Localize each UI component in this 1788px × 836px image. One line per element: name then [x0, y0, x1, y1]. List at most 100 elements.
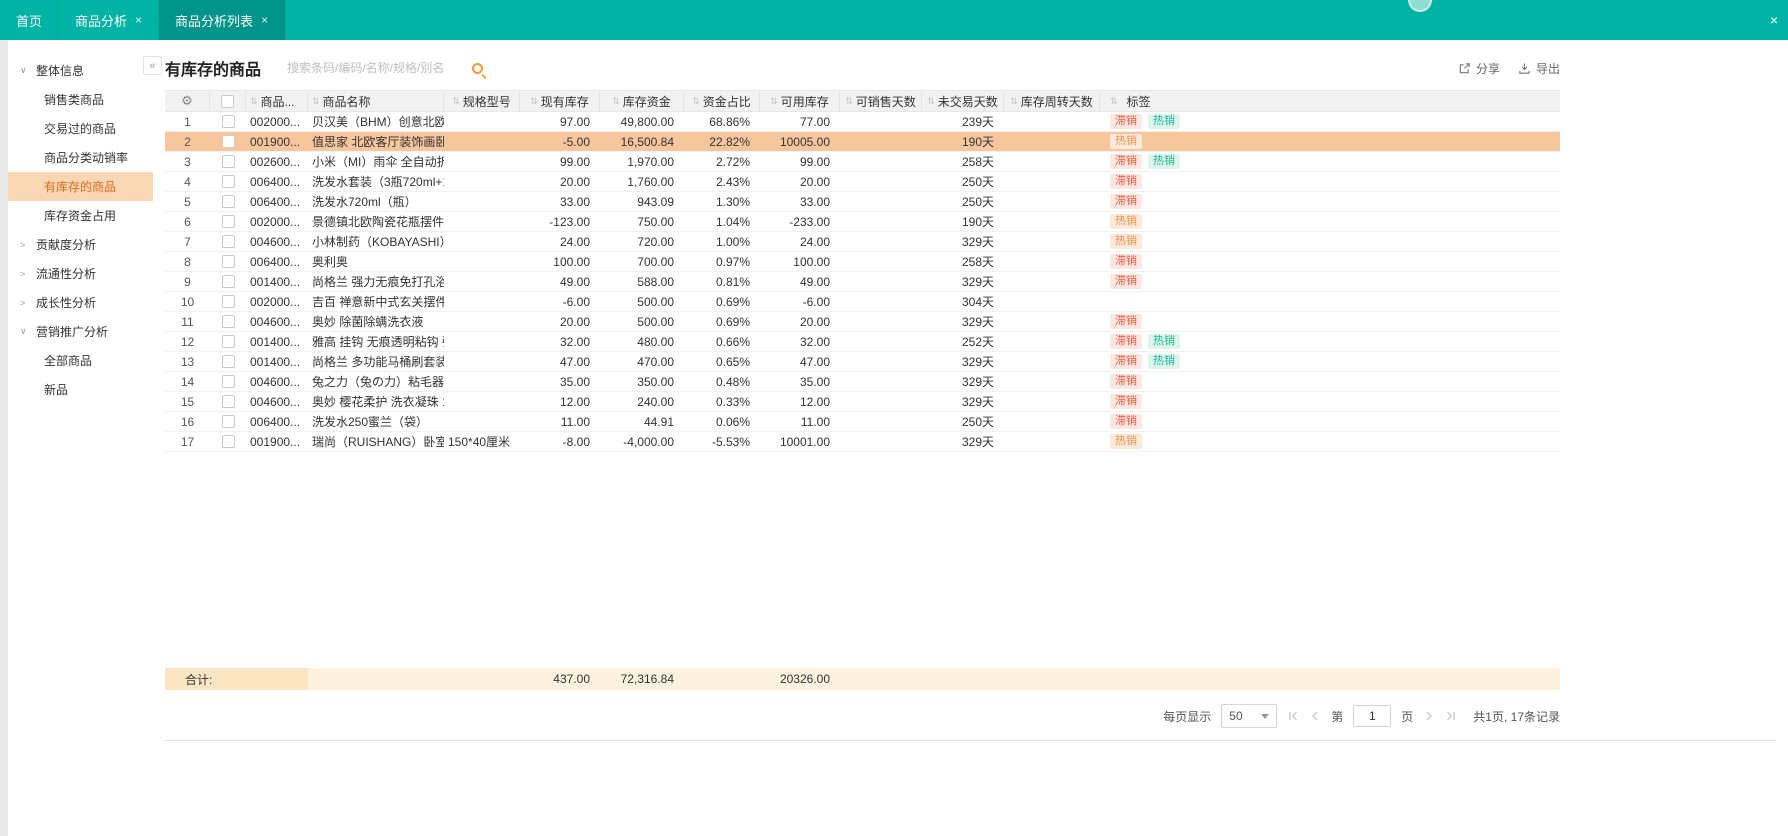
table-row[interactable]: 2 001900... 值思家 北欧客厅装饰画卧室 -5.00 16,500.8… — [165, 132, 1560, 152]
tab-close-icon[interactable]: × — [261, 13, 269, 27]
product-spec — [444, 312, 520, 331]
sidebar-item-交易过的商品[interactable]: 交易过的商品 — [44, 122, 117, 136]
table-row[interactable]: 3 002600... 小米（MI）雨伞 全自动折叠 99.00 1,970.0… — [165, 152, 1560, 172]
col-header-code[interactable]: ⇅ 商品... — [246, 91, 308, 111]
sort-icon[interactable]: ⇅ — [1010, 95, 1018, 106]
table-row[interactable]: 5 006400... 洗发水720ml（瓶） 33.00 943.09 1.3… — [165, 192, 1560, 212]
table-row[interactable]: 4 006400... 洗发水套装（3瓶720ml+1瓶 20.00 1,760… — [165, 172, 1560, 192]
first-page-button[interactable] — [1287, 710, 1299, 722]
row-checkbox[interactable] — [221, 135, 235, 148]
sort-icon[interactable]: ⇅ — [312, 95, 320, 106]
tab-close-icon[interactable]: × — [135, 13, 143, 27]
sidebar-item-商品分类动销率[interactable]: 商品分类动销率 — [44, 151, 129, 165]
prev-page-button[interactable] — [1309, 710, 1321, 722]
table-row[interactable]: 16 006400... 洗发水250蜜兰（袋） 11.00 44.91 0.0… — [165, 412, 1560, 432]
sidebar-item-库存资金占用[interactable]: 库存资金占用 — [44, 209, 117, 223]
topbar-close-icon[interactable]: × — [1769, 12, 1778, 28]
fund-ratio: 0.69% — [715, 294, 750, 309]
col-header-available[interactable]: ⇅ 可用库存 — [760, 91, 840, 111]
row-checkbox[interactable] — [221, 375, 235, 388]
sidebar: « ∨ 整体信息销售类商品交易过的商品 商品分类动销率有库存的商品库存资金占用 > 贡献… — [8, 40, 162, 836]
search-icon[interactable] — [472, 62, 484, 74]
row-checkbox[interactable] — [221, 215, 235, 228]
row-checkbox[interactable] — [221, 275, 235, 288]
table-row[interactable]: 14 004600... 兔之力（兔の力）粘毛器粘 35.00 350.00 0… — [165, 372, 1560, 392]
sort-icon[interactable]: ⇅ — [692, 95, 700, 106]
product-name: 瑞尚（RUISHANG）卧室装 — [312, 435, 444, 449]
sidebar-group-贡献度分析[interactable]: > 贡献度分析 — [8, 230, 153, 259]
stock-fund: 588.00 — [637, 274, 674, 289]
sidebar-item-新品[interactable]: 新品 — [44, 383, 69, 397]
table-row[interactable]: 17 001900... 瑞尚（RUISHANG）卧室装 150*40厘米 -8… — [165, 432, 1560, 452]
row-checkbox[interactable] — [221, 315, 235, 328]
col-header-tags[interactable]: ⇅ 标签 — [1100, 91, 1560, 111]
table-row[interactable]: 1 002000... 贝汉美（BHM）创意北欧陶瓷 97.00 49,800.… — [165, 112, 1560, 132]
table-row[interactable]: 7 004600... 小林制药（KOBAYASHI）日 24.00 720.0… — [165, 232, 1560, 252]
available-stock: -233.00 — [789, 214, 830, 229]
table-row[interactable]: 15 004600... 奥妙 樱花柔护 洗衣凝珠 10 12.00 240.0… — [165, 392, 1560, 412]
no-trade-days: 258天 — [961, 155, 994, 169]
row-checkbox[interactable] — [221, 435, 235, 448]
row-checkbox[interactable] — [221, 355, 235, 368]
sidebar-item-销售类商品[interactable]: 销售类商品 — [44, 93, 105, 107]
row-checkbox[interactable] — [221, 175, 235, 188]
export-button[interactable]: 导出 — [1518, 60, 1560, 77]
col-header-no-trade-days[interactable]: ⇅ 未交易天数 — [922, 91, 1004, 111]
row-checkbox[interactable] — [221, 415, 235, 428]
row-checkbox[interactable] — [221, 115, 235, 128]
tab-商品分析[interactable]: 商品分析 × — [59, 0, 160, 40]
col-header-spec[interactable]: ⇅ 规格型号 — [444, 91, 520, 111]
turnover-days — [1004, 132, 1100, 151]
sidebar-group-流通性分析[interactable]: > 流通性分析 — [8, 259, 153, 288]
sort-icon[interactable]: ⇅ — [612, 95, 620, 106]
tab-首页[interactable]: 首页 — [0, 0, 60, 40]
column-settings-gear-icon[interactable]: ⚙ — [181, 93, 193, 108]
table-row[interactable]: 8 006400... 奥利奥 100.00 700.00 0.97% 100.… — [165, 252, 1560, 272]
sort-icon[interactable]: ⇅ — [250, 95, 258, 106]
col-header-ratio[interactable]: ⇅ 资金占比 — [684, 91, 760, 111]
row-checkbox[interactable] — [221, 295, 235, 308]
table-row[interactable]: 10 002000... 吉百 禅意新中式玄关摆件家 -6.00 500.00 … — [165, 292, 1560, 312]
row-checkbox[interactable] — [221, 195, 235, 208]
row-checkbox[interactable] — [221, 335, 235, 348]
page-number-input[interactable] — [1353, 705, 1392, 727]
sidebar-group-整体信息[interactable]: ∨ 整体信息 — [8, 56, 153, 85]
row-checkbox[interactable] — [221, 155, 235, 168]
table-row[interactable]: 9 001400... 尚格兰 强力无痕免打孔浴室 49.00 588.00 0… — [165, 272, 1560, 292]
table-row[interactable]: 12 001400... 雅高 挂钩 无痕透明粘钩 强 32.00 480.00… — [165, 332, 1560, 352]
row-checkbox[interactable] — [221, 255, 235, 268]
last-page-button[interactable] — [1445, 710, 1457, 722]
row-checkbox[interactable] — [221, 235, 235, 248]
sort-icon[interactable]: ⇅ — [1110, 95, 1118, 106]
tab-商品分析列表[interactable]: 商品分析列表 × — [159, 0, 286, 40]
table-row[interactable]: 11 004600... 奥妙 除菌除螨洗衣液 20.00 500.00 0.6… — [165, 312, 1560, 332]
table-row[interactable]: 13 001400... 尚格兰 多功能马桶刷套装 马 47.00 470.00… — [165, 352, 1560, 372]
search-input[interactable] — [287, 61, 463, 75]
sort-icon[interactable]: ⇅ — [452, 95, 460, 106]
next-page-button[interactable] — [1423, 710, 1435, 722]
col-header-fund[interactable]: ⇅ 库存资金 — [600, 91, 684, 111]
row-index: 2 — [184, 134, 191, 149]
user-avatar[interactable] — [1408, 0, 1432, 12]
sort-icon[interactable]: ⇅ — [530, 95, 538, 106]
sort-icon[interactable]: ⇅ — [927, 95, 935, 106]
sidebar-group-营销推广分析[interactable]: ∨ 营销推广分析 — [8, 317, 153, 346]
collapse-sidebar-button[interactable]: « — [143, 56, 162, 75]
select-all-checkbox[interactable] — [221, 94, 234, 108]
current-stock: 11.00 — [560, 414, 590, 429]
col-header-sell-days[interactable]: ⇅ 可销售天数 — [840, 91, 922, 111]
sidebar-group-成长性分析[interactable]: > 成长性分析 — [8, 288, 153, 317]
share-button[interactable]: 分享 — [1458, 60, 1500, 77]
sidebar-item-有库存的商品[interactable]: 有库存的商品 — [8, 172, 153, 201]
col-header-turnover-days[interactable]: ⇅ 库存周转天数 — [1004, 91, 1100, 111]
page-size-select[interactable]: 50 — [1221, 704, 1278, 728]
row-checkbox[interactable] — [221, 395, 235, 408]
col-header-name[interactable]: ⇅ 商品名称 — [308, 91, 444, 111]
col-header-stock[interactable]: ⇅ 现有库存 — [520, 91, 600, 111]
sort-icon[interactable]: ⇅ — [845, 95, 853, 106]
sidebar-item-全部商品[interactable]: 全部商品 — [44, 354, 93, 368]
product-tag: 热销 — [1148, 354, 1180, 369]
table-row[interactable]: 6 002000... 景德镇北欧陶瓷花瓶摆件 优 -123.00 750.00… — [165, 212, 1560, 232]
fund-ratio: -5.53% — [711, 434, 750, 449]
sort-icon[interactable]: ⇅ — [770, 95, 778, 106]
